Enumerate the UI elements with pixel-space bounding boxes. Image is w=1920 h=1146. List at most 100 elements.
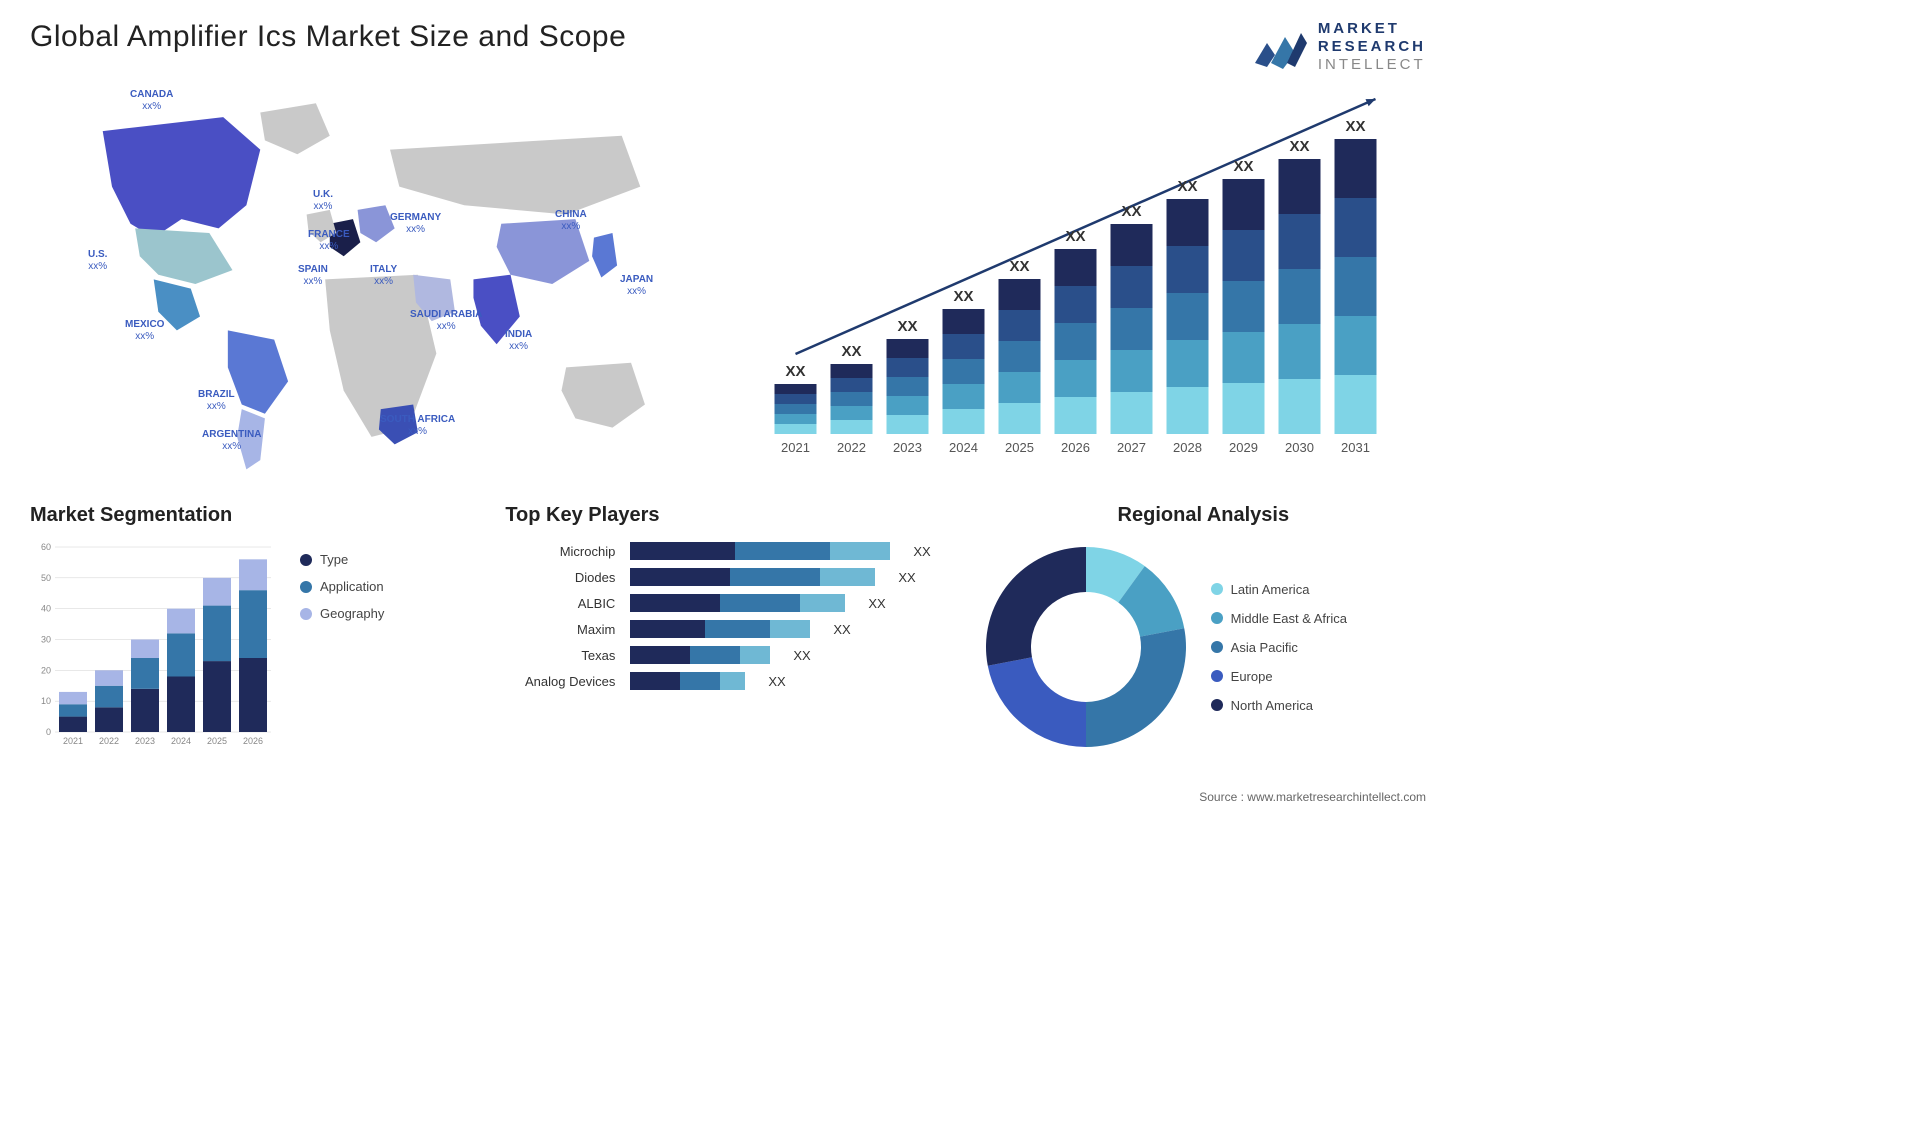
player-value: XX xyxy=(898,570,915,585)
growth-bar-value: XX xyxy=(953,288,973,305)
map-region-jp xyxy=(592,233,617,277)
player-name: Microchip xyxy=(505,544,615,559)
growth-chart-panel: XX2021XX2022XX2023XX2024XX2025XX2026XX20… xyxy=(743,94,1426,474)
growth-bar-seg xyxy=(943,384,985,409)
growth-bar-seg xyxy=(1055,249,1097,286)
seg-bar-seg xyxy=(239,590,267,658)
map-region-ru xyxy=(390,136,640,215)
growth-bar-seg xyxy=(999,372,1041,403)
growth-bar-year: 2022 xyxy=(837,440,866,455)
legend-item: Geography xyxy=(300,606,384,621)
growth-bar-value: XX xyxy=(1121,203,1141,220)
growth-bar-seg xyxy=(887,396,929,415)
growth-bar-seg xyxy=(943,309,985,334)
growth-bar-seg xyxy=(1055,360,1097,397)
source-attribution: Source : www.marketresearchintellect.com xyxy=(1199,790,1426,804)
regional-legend: Latin AmericaMiddle East & AfricaAsia Pa… xyxy=(1211,582,1347,713)
player-value: XX xyxy=(913,544,930,559)
regional-panel: Regional Analysis Latin AmericaMiddle Ea… xyxy=(981,504,1426,764)
growth-bar-seg xyxy=(1111,392,1153,434)
player-value: XX xyxy=(833,622,850,637)
seg-bar-seg xyxy=(203,661,231,732)
svg-text:2025: 2025 xyxy=(207,736,227,746)
growth-bar-seg xyxy=(1167,199,1209,246)
growth-bar-seg xyxy=(887,339,929,358)
map-region-gl xyxy=(260,103,330,154)
player-bar xyxy=(630,568,875,586)
growth-bar-seg xyxy=(831,364,873,378)
svg-text:40: 40 xyxy=(41,604,51,614)
growth-bar-seg xyxy=(1111,224,1153,266)
seg-bar-seg xyxy=(95,670,123,685)
world-map-panel: CANADAxx%U.S.xx%MEXICOxx%BRAZILxx%ARGENT… xyxy=(30,94,713,474)
regional-donut-chart xyxy=(981,542,1191,752)
seg-bar-seg xyxy=(239,658,267,732)
map-region-au xyxy=(562,363,645,428)
growth-bar-value: XX xyxy=(1233,158,1253,175)
growth-bar-seg xyxy=(999,310,1041,341)
player-bar xyxy=(630,542,890,560)
growth-bar-seg xyxy=(1335,139,1377,198)
growth-bar-seg xyxy=(831,378,873,392)
legend-item: Application xyxy=(300,579,384,594)
regional-title: Regional Analysis xyxy=(981,504,1426,527)
growth-bar-seg xyxy=(1223,230,1265,281)
seg-bar-seg xyxy=(59,717,87,732)
growth-bar-seg xyxy=(831,406,873,420)
map-label: BRAZILxx% xyxy=(198,389,235,412)
map-region-sa1 xyxy=(228,330,288,413)
seg-bar-seg xyxy=(167,609,195,634)
legend-item: Europe xyxy=(1211,669,1347,684)
map-region-us xyxy=(135,228,232,284)
seg-bar-seg xyxy=(131,640,159,659)
map-label: CANADAxx% xyxy=(130,89,173,112)
growth-bar-seg xyxy=(1335,375,1377,434)
growth-bar-year: 2028 xyxy=(1173,440,1202,455)
growth-bar-seg xyxy=(1111,266,1153,308)
growth-bar-seg xyxy=(1223,281,1265,332)
map-label: INDIAxx% xyxy=(505,329,532,352)
growth-bar-seg xyxy=(775,394,817,404)
growth-bar-value: XX xyxy=(1065,228,1085,245)
legend-item: Type xyxy=(300,552,384,567)
map-label: ITALYxx% xyxy=(370,264,397,287)
brand-logo: MARKET RESEARCH INTELLECT xyxy=(1253,20,1426,74)
growth-bar-seg xyxy=(1279,159,1321,214)
growth-bar-seg xyxy=(887,415,929,434)
map-label: SAUDI ARABIAxx% xyxy=(410,309,482,332)
growth-bar-seg xyxy=(1335,257,1377,316)
player-value: XX xyxy=(768,674,785,689)
growth-bar-seg xyxy=(1167,293,1209,340)
growth-bar-seg xyxy=(1167,246,1209,293)
logo-line1: MARKET xyxy=(1318,20,1426,38)
player-bar xyxy=(630,594,845,612)
svg-text:0: 0 xyxy=(46,727,51,737)
donut-slice xyxy=(1086,628,1186,747)
growth-bar-seg xyxy=(999,341,1041,372)
growth-bar-year: 2026 xyxy=(1061,440,1090,455)
player-row: TexasXX xyxy=(505,646,950,664)
seg-bar-seg xyxy=(131,658,159,689)
map-label: U.S.xx% xyxy=(88,249,107,272)
donut-slice xyxy=(986,547,1086,666)
logo-icon xyxy=(1253,25,1308,70)
player-bar xyxy=(630,620,810,638)
svg-text:2022: 2022 xyxy=(99,736,119,746)
growth-bar-seg xyxy=(831,420,873,434)
legend-item: Middle East & Africa xyxy=(1211,611,1347,626)
map-label: MEXICOxx% xyxy=(125,319,164,342)
seg-bar-seg xyxy=(239,559,267,590)
logo-line2: RESEARCH xyxy=(1318,38,1426,56)
player-row: Microchip XX xyxy=(505,542,950,560)
growth-bar-seg xyxy=(1335,316,1377,375)
player-row: MaximXX xyxy=(505,620,950,638)
growth-bar-seg xyxy=(943,334,985,359)
segmentation-panel: Market Segmentation 01020304050602021202… xyxy=(30,504,475,764)
svg-text:20: 20 xyxy=(41,665,51,675)
player-name: Diodes xyxy=(505,570,615,585)
player-row: ALBICXX xyxy=(505,594,950,612)
map-label: CHINAxx% xyxy=(555,209,587,232)
growth-bar-seg xyxy=(1111,308,1153,350)
growth-bar-seg xyxy=(1223,179,1265,230)
growth-bar-seg xyxy=(1279,379,1321,434)
